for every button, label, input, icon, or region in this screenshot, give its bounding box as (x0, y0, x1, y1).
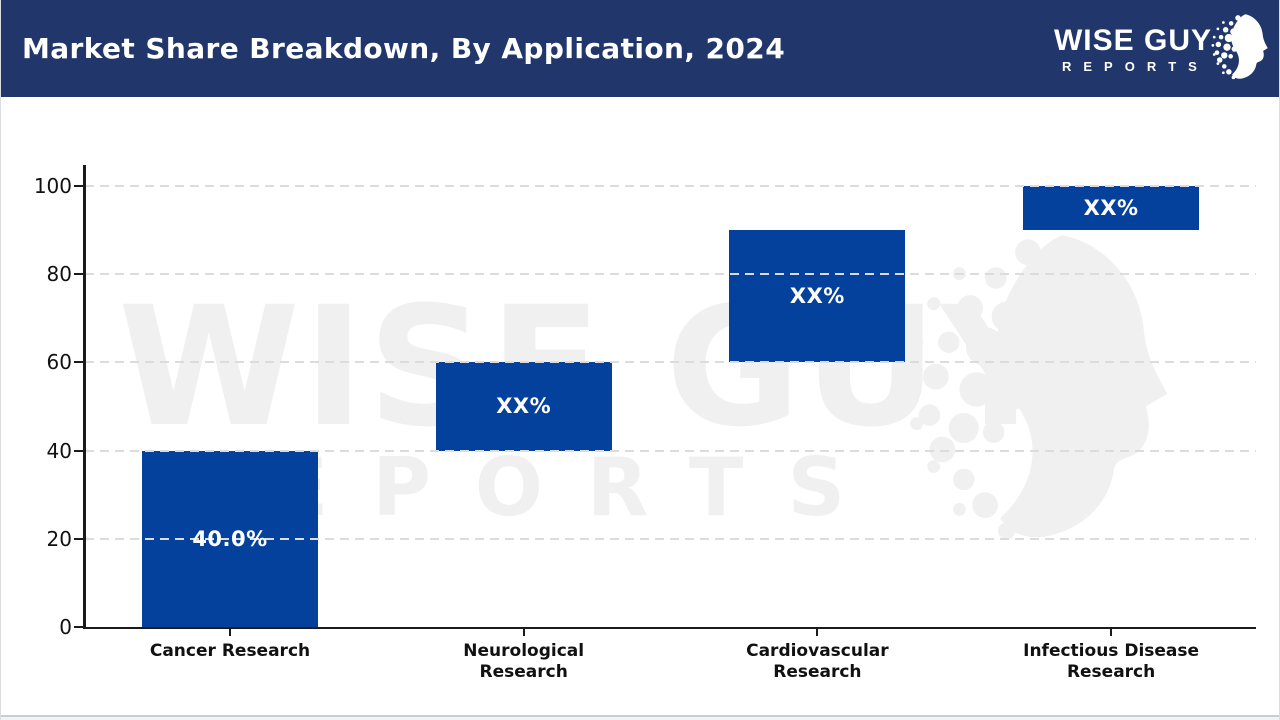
dotted-head-icon (1206, 10, 1270, 88)
bar-value-label: XX% (789, 284, 845, 309)
y-axis-spine (83, 165, 86, 629)
y-tick (74, 273, 83, 276)
x-category-label: Neurological Research (463, 641, 585, 682)
x-tick (1110, 627, 1113, 636)
x-category-label: Infectious Disease Research (1023, 641, 1200, 682)
x-tick (816, 627, 819, 636)
bar-value-label: XX% (496, 394, 552, 419)
y-tick-label: 20 (46, 526, 72, 551)
watermark-head-icon (878, 224, 1178, 572)
y-tick-label: 80 (46, 262, 72, 287)
y-tick-label: 0 (59, 615, 72, 639)
header-bar: Market Share Breakdown, By Application, … (0, 0, 1280, 97)
y-tick (74, 185, 83, 187)
bottom-border (0, 715, 1280, 717)
bar-value-label: XX% (1083, 196, 1139, 221)
gridline-20 (85, 537, 1256, 540)
gridline-80 (85, 273, 1256, 276)
y-tick (74, 626, 83, 628)
x-category-label: Cancer Research (149, 641, 311, 661)
logo-reports-label: REPORTS (1061, 58, 1209, 74)
gridline-100 (85, 185, 1256, 187)
y-tick-label: 40 (46, 438, 72, 463)
x-category-label: Cardiovascular Research (746, 641, 889, 682)
y-tick (74, 361, 83, 364)
gridline-40 (85, 449, 1256, 452)
y-tick (74, 449, 83, 452)
x-tick (522, 627, 525, 636)
bar (1023, 186, 1200, 231)
logo-wordmark: WISE GUY REPORTS (1054, 24, 1212, 75)
y-tick (74, 537, 83, 540)
brand-logo: WISE GUY REPORTS (1054, 8, 1270, 90)
logo-name: WISE GUY (1053, 23, 1212, 57)
gridline-60 (85, 361, 1256, 364)
x-tick (229, 627, 231, 636)
bottom-strip (0, 717, 1280, 720)
page-title: Market Share Breakdown, By Application, … (22, 32, 786, 65)
y-tick-label: 100 (33, 174, 72, 198)
bar-value-label: 40.0% (192, 526, 268, 551)
bar (435, 362, 612, 451)
y-tick-label: 60 (46, 350, 72, 375)
bar (729, 230, 906, 363)
x-axis-spine (83, 626, 1256, 629)
